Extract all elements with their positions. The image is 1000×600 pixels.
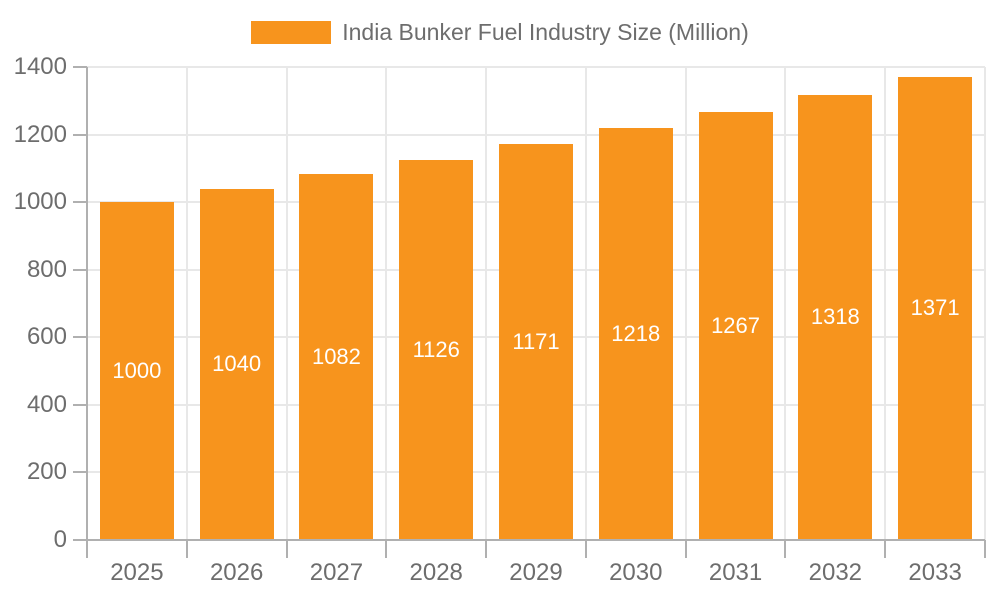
x-axis-category-label: 2026	[209, 559, 264, 586]
x-axis-category-label: 2031	[708, 559, 763, 586]
legend-swatch-icon[interactable]	[251, 20, 332, 44]
y-axis-tick-label: 1400	[13, 53, 67, 80]
y-axis-tick-label: 0	[53, 526, 67, 553]
bar-2027[interactable]: 1082	[299, 174, 374, 540]
x-grid-line	[385, 67, 388, 540]
y-axis-tick-label: 200	[26, 458, 67, 486]
x-grid-line	[584, 67, 587, 540]
y-axis-tick-label: 1000	[13, 188, 67, 216]
x-grid-line	[485, 67, 488, 540]
bar-value-label: 1082	[311, 344, 361, 370]
y-axis-tick	[73, 336, 87, 339]
x-axis-category-label: 2028	[409, 559, 463, 586]
y-axis-tick	[73, 403, 87, 406]
y-grid-line	[87, 66, 985, 68]
y-axis-tick-label: 600	[26, 323, 67, 351]
x-axis-category-label: 2033	[908, 559, 962, 586]
legend-series-label[interactable]: India Bunker Fuel Industry Size (Million…	[342, 18, 749, 45]
bar-2026[interactable]: 1040	[199, 188, 274, 540]
x-axis-tick	[185, 540, 188, 558]
x-axis-tick	[385, 540, 388, 558]
y-axis-tick	[73, 66, 87, 68]
x-axis-category-label: 2032	[808, 559, 863, 586]
x-axis-tick	[984, 540, 986, 558]
bar-2031[interactable]: 1267	[698, 111, 773, 540]
x-grid-line	[684, 67, 687, 540]
bar-value-label: 1267	[711, 312, 761, 338]
bar-2025[interactable]: 1000	[99, 202, 174, 540]
chart-legend[interactable]: India Bunker Fuel Industry Size (Million…	[0, 14, 1000, 50]
x-grid-line	[285, 67, 288, 540]
bar-2030[interactable]: 1218	[598, 128, 673, 540]
bar-value-label: 1126	[412, 336, 460, 362]
x-grid-line	[984, 67, 986, 540]
y-axis-tick-label: 1200	[13, 120, 67, 148]
x-grid-line	[884, 67, 887, 540]
x-axis-category-label: 2029	[509, 559, 563, 586]
x-grid-line	[784, 67, 787, 540]
y-axis-line	[86, 67, 88, 558]
x-axis-tick	[485, 540, 488, 558]
y-axis-tick	[73, 268, 87, 271]
y-axis-tick	[73, 133, 87, 136]
bar-value-label: 1218	[611, 321, 661, 347]
bar-value-label: 1040	[212, 351, 262, 377]
y-axis-tick	[73, 471, 87, 474]
x-axis-category-label: 2030	[609, 559, 663, 586]
x-axis-tick	[884, 540, 887, 558]
x-axis-category-label: 2025	[110, 559, 164, 586]
bar-2028[interactable]: 1126	[399, 159, 474, 540]
x-axis-tick	[584, 540, 587, 558]
bar-value-label: 1000	[112, 358, 162, 384]
bar-2029[interactable]: 1171	[499, 144, 573, 540]
x-grid-line	[185, 67, 188, 540]
x-axis-tick	[285, 540, 288, 558]
y-axis-tick-label: 800	[26, 255, 67, 283]
y-grid-line	[87, 133, 985, 136]
bar-value-label: 1318	[810, 304, 860, 330]
x-axis-category-label: 2027	[309, 559, 364, 586]
bar-value-label: 1371	[910, 295, 960, 321]
bar-2032[interactable]: 1318	[798, 94, 873, 540]
bar-2033[interactable]: 1371	[898, 76, 973, 540]
y-axis-tick-label: 400	[26, 390, 67, 418]
x-axis-tick	[684, 540, 687, 558]
x-axis-line	[73, 539, 985, 541]
y-axis-tick	[73, 201, 87, 204]
x-axis-tick	[784, 540, 787, 558]
bar-value-label: 1171	[512, 329, 560, 355]
